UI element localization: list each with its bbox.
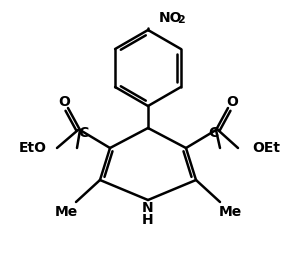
Text: OEt: OEt bbox=[252, 141, 280, 155]
Text: C: C bbox=[78, 126, 88, 140]
Text: O: O bbox=[226, 95, 238, 109]
Text: Me: Me bbox=[54, 205, 78, 219]
Text: H: H bbox=[142, 213, 154, 227]
Text: 2: 2 bbox=[177, 15, 185, 25]
Text: EtO: EtO bbox=[19, 141, 47, 155]
Text: O: O bbox=[58, 95, 70, 109]
Text: Me: Me bbox=[218, 205, 242, 219]
Text: C: C bbox=[208, 126, 218, 140]
Text: NO: NO bbox=[159, 11, 183, 25]
Text: N: N bbox=[142, 201, 154, 215]
